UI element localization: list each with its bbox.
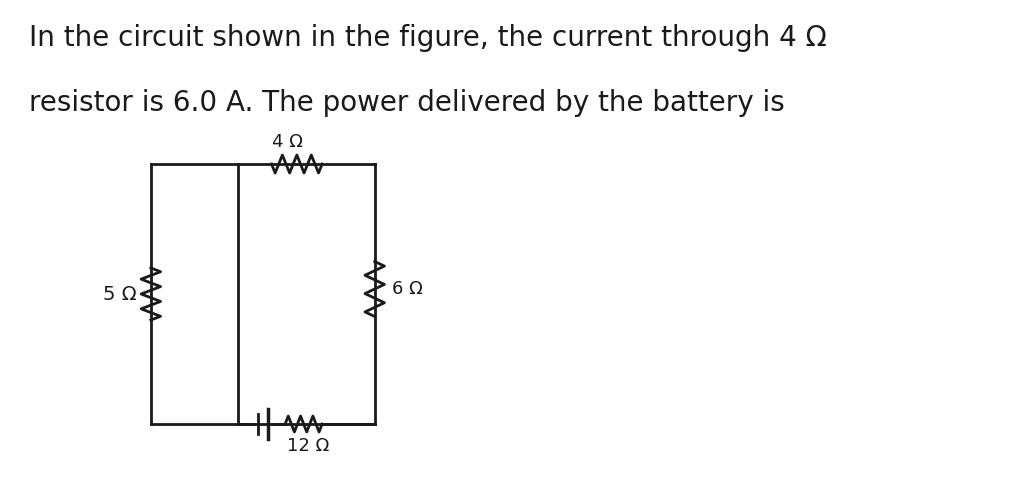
Text: 4 Ω: 4 Ω: [271, 133, 302, 151]
Text: 6 Ω: 6 Ω: [392, 280, 423, 298]
Text: resistor is 6.0 A. The power delivered by the battery is: resistor is 6.0 A. The power delivered b…: [30, 89, 785, 117]
Text: 12 Ω: 12 Ω: [288, 437, 330, 455]
Text: In the circuit shown in the figure, the current through 4 Ω: In the circuit shown in the figure, the …: [30, 24, 827, 52]
Text: 5 Ω: 5 Ω: [102, 285, 136, 304]
